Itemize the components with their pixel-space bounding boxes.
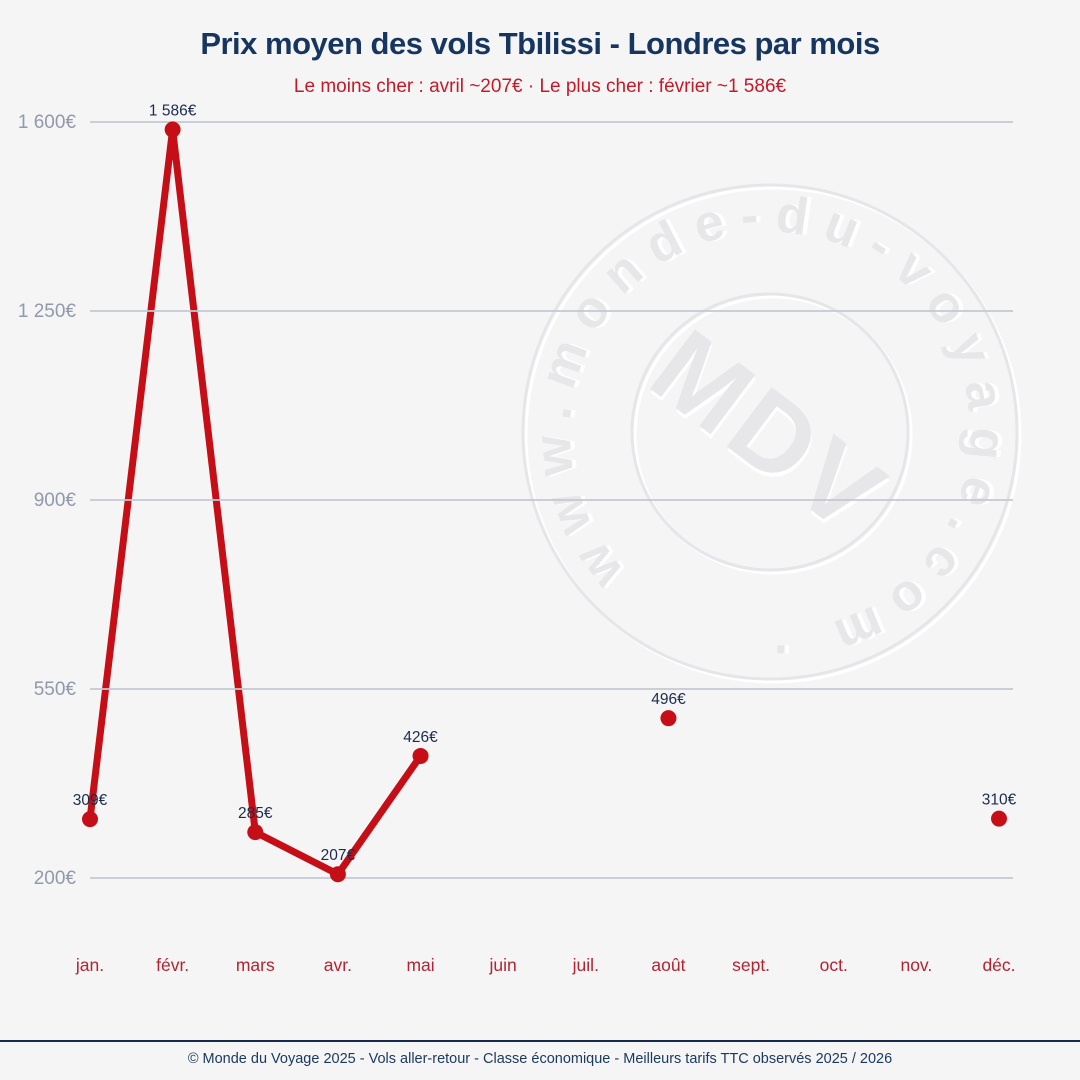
x-tick-label-nov: nov.: [900, 955, 932, 975]
x-tick-label-oct: oct.: [820, 955, 848, 975]
watermark-outer-ring-highlight: [524, 186, 1022, 684]
watermark-inner-ring: [630, 292, 910, 572]
y-tick-label-200: 200€: [34, 868, 77, 889]
value-label-dc: 310€: [982, 792, 1017, 809]
x-tick-label-dc: déc.: [982, 955, 1015, 975]
x-tick-label-mars: mars: [236, 955, 275, 975]
x-tick-label-jan: jan.: [75, 955, 104, 975]
footer-text: © Monde du Voyage 2025 - Vols aller-reto…: [187, 1051, 893, 1067]
value-label-aot: 496€: [651, 691, 686, 708]
data-point-aot: [660, 710, 677, 727]
data-point-jan: [82, 811, 98, 828]
x-tick-label-fvr: févr.: [156, 955, 189, 975]
x-tick-label-juin: juin: [489, 955, 517, 975]
data-point-mai: [412, 747, 429, 764]
y-tick-label-1250: 1 250€: [18, 301, 77, 322]
y-tick-label-900: 900€: [34, 490, 77, 511]
x-tick-label-avr: avr.: [324, 955, 352, 975]
value-label-avr: 207€: [321, 847, 356, 864]
y-tick-label-550: 550€: [34, 679, 77, 700]
value-label-mai: 426€: [403, 729, 438, 746]
data-point-fvr: [164, 121, 181, 138]
value-label-fvr: 1 586€: [149, 103, 197, 120]
value-label-jan: 309€: [73, 792, 108, 809]
x-tick-label-juil: juil.: [572, 955, 599, 975]
chart-subtitle: Le moins cher : avril ~207€ · Le plus ch…: [293, 76, 787, 97]
x-tick-label-sept: sept.: [732, 955, 770, 975]
y-tick-label-1600: 1 600€: [18, 112, 77, 133]
x-tick-label-mai: mai: [406, 955, 434, 975]
watermark-inner-ring-highlight: [633, 295, 913, 575]
page-title: Prix moyen des vols Tbilissi - Londres p…: [200, 26, 880, 61]
price-line: [86, 126, 424, 878]
data-point-mars: [247, 824, 264, 841]
data-point-avr: [329, 866, 346, 883]
data-point-dc: [991, 810, 1007, 827]
footer: © Monde du Voyage 2025 - Vols aller-reto…: [0, 1040, 1080, 1067]
value-label-mars: 285€: [238, 805, 273, 822]
x-tick-label-aot: août: [651, 955, 685, 975]
watermark-outer-ring: [521, 183, 1019, 681]
